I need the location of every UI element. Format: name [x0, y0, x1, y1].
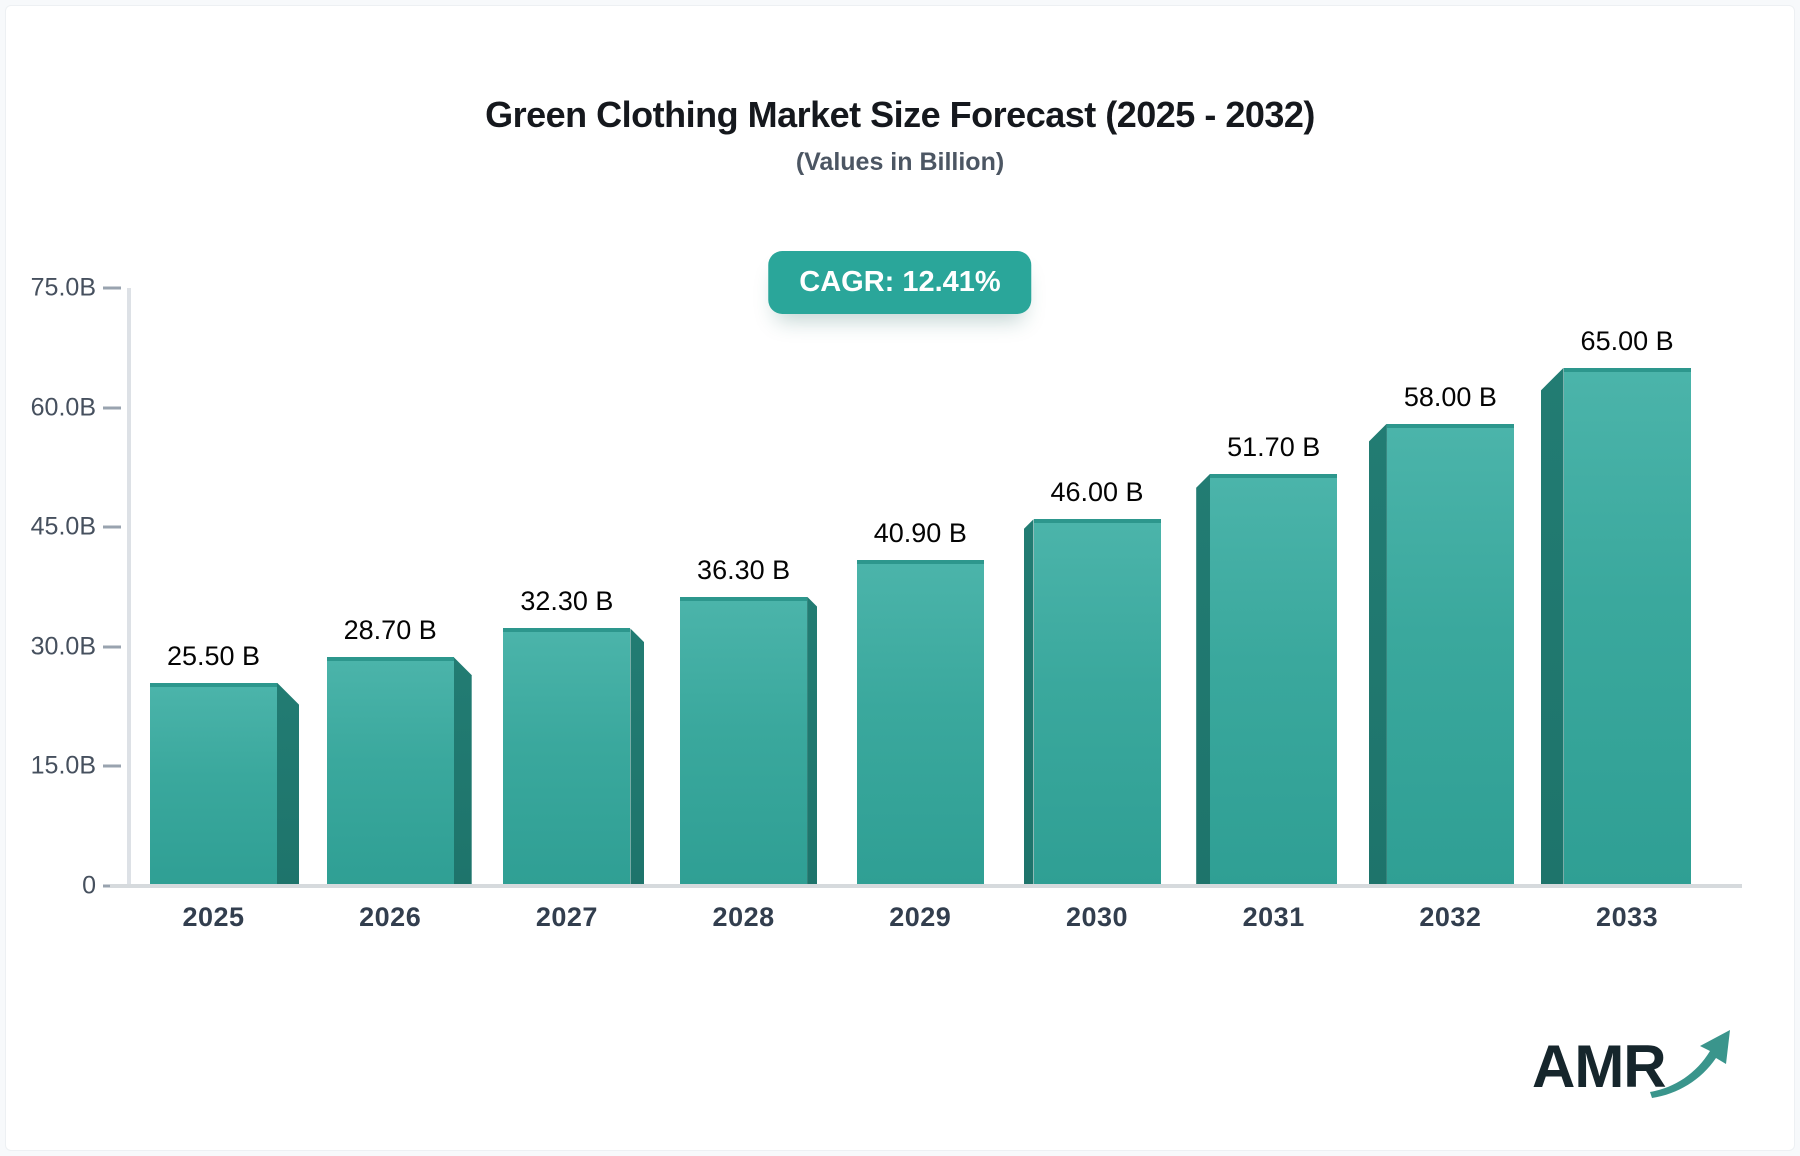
- bar-value-label: 28.70 B: [343, 615, 437, 646]
- chart-title: Green Clothing Market Size Forecast (202…: [485, 94, 1315, 135]
- y-axis-tick-label: 45.0B: [30, 512, 96, 541]
- bar-2029[interactable]: [856, 559, 984, 886]
- bar-2028[interactable]: [680, 596, 808, 886]
- bar-2026[interactable]: [326, 657, 454, 886]
- bar-2033[interactable]: [1563, 367, 1691, 886]
- bar-value-label: 51.70 B: [1227, 431, 1321, 462]
- chart-subtitle: (Values in Billion): [795, 148, 1005, 176]
- x-axis-tick-label: 2027: [535, 902, 598, 932]
- cagr-badge: CAGR: 12.41%: [768, 251, 1032, 314]
- x-axis-tick-label: 2028: [712, 902, 775, 932]
- amr-logo: AMR: [1532, 1030, 1732, 1122]
- bar-3d-side: [807, 596, 818, 886]
- bar-value-label: 40.90 B: [873, 517, 967, 548]
- bar-value-label: 36.30 B: [697, 554, 791, 585]
- bar-value-label: 65.00 B: [1580, 325, 1674, 356]
- x-axis-tick-label: 2026: [359, 902, 422, 932]
- x-axis-tick-label: 2029: [889, 902, 952, 932]
- y-axis-tick-label: 15.0B: [30, 751, 96, 780]
- bar-3d-side: [1540, 367, 1564, 886]
- bar-2032[interactable]: [1386, 423, 1514, 886]
- y-axis-tick-label: 30.0B: [30, 632, 96, 661]
- trend-up-arrow-icon: [1650, 1030, 1730, 1098]
- y-axis-tick-label: 60.0B: [30, 393, 96, 422]
- bar-3d-side: [1368, 423, 1387, 886]
- bar-value-label: 46.00 B: [1050, 477, 1144, 508]
- bar-2027[interactable]: [503, 628, 631, 886]
- bar-value-label: 58.00 B: [1403, 381, 1497, 412]
- bar-3d-side: [277, 682, 299, 886]
- bar-3d-side: [1196, 473, 1211, 886]
- bar-value-label: 32.30 B: [520, 586, 614, 617]
- x-axis-line: [110, 884, 1742, 888]
- y-axis-tick-mark: [103, 406, 121, 410]
- x-axis-tick-label: 2025: [182, 902, 245, 932]
- x-axis-tick-label: 2031: [1242, 902, 1305, 932]
- y-axis-tick-label: 75.0B: [30, 273, 96, 302]
- bar-2031[interactable]: [1210, 473, 1338, 886]
- bar-2030[interactable]: [1033, 519, 1161, 886]
- y-axis-tick-mark: [103, 525, 121, 529]
- amr-logo-text: AMR: [1532, 1033, 1667, 1100]
- y-axis-tick-mark: [103, 286, 121, 290]
- bar-3d-side: [453, 657, 472, 886]
- y-axis-line: [127, 288, 131, 886]
- bar-value-label: 25.50 B: [166, 640, 261, 671]
- bar-2025[interactable]: [150, 682, 277, 886]
- y-axis-tick-label: 0: [82, 871, 96, 900]
- y-axis-tick-mark: [103, 645, 121, 649]
- bar-3d-side: [630, 628, 645, 886]
- x-axis-tick-label: 2032: [1419, 902, 1482, 932]
- bar-3d-side: [1023, 519, 1034, 886]
- x-axis-tick-label: 2033: [1596, 902, 1659, 932]
- y-axis-tick-mark: [103, 764, 121, 768]
- x-axis-tick-label: 2030: [1065, 902, 1129, 932]
